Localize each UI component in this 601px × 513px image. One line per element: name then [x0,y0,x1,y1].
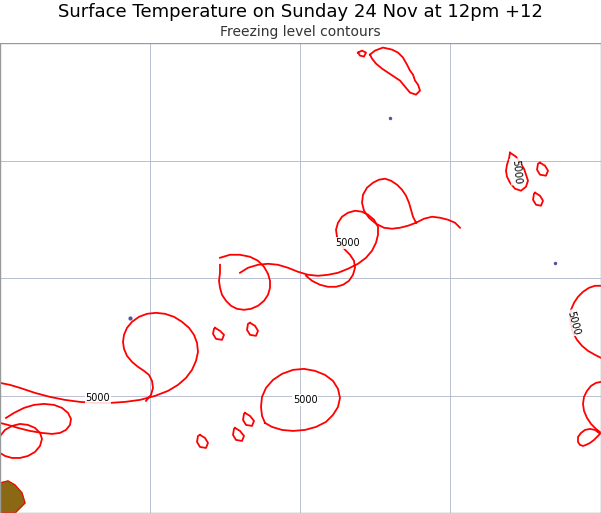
Text: Freezing level contours: Freezing level contours [220,25,381,39]
Text: 5000: 5000 [510,159,522,184]
Text: 5000: 5000 [565,310,581,336]
Text: 5000: 5000 [336,238,361,248]
Polygon shape [0,481,25,513]
Text: Surface Temperature on Sunday 24 Nov at 12pm +12: Surface Temperature on Sunday 24 Nov at … [58,3,543,21]
Text: 5000: 5000 [86,393,111,403]
Text: 5000: 5000 [293,395,317,405]
